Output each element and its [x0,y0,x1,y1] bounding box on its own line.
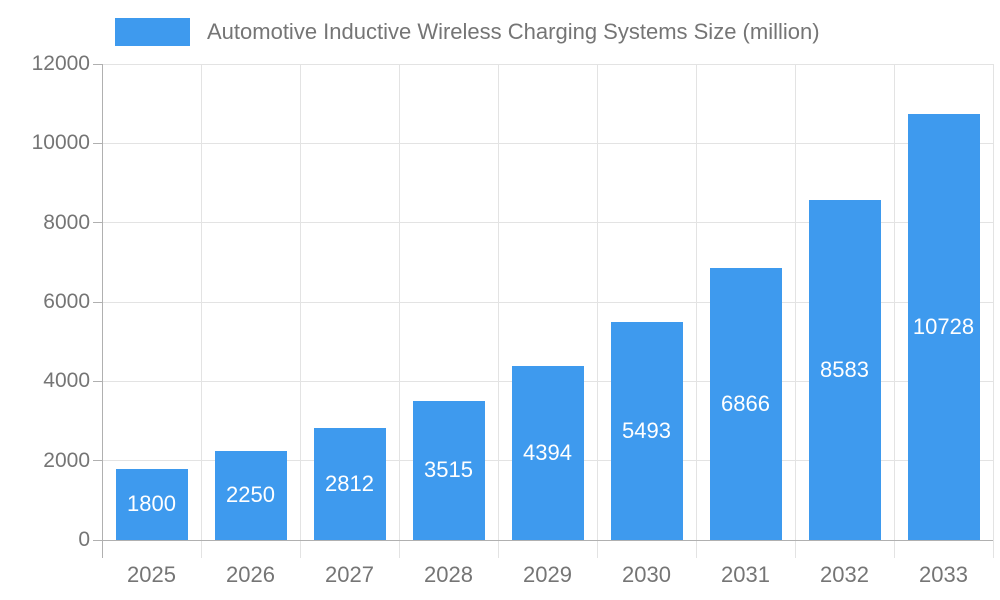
x-tick-label: 2032 [820,562,869,587]
y-axis-tick [93,539,102,541]
gridline-horizontal [102,301,993,303]
y-tick-label: 0 [78,528,90,551]
gridline-vertical [795,64,796,558]
y-axis-tick [93,460,102,462]
x-tick-label: 2033 [919,562,968,587]
y-tick-label: 12000 [31,52,90,75]
legend-item[interactable]: Automotive Inductive Wireless Charging S… [115,18,820,46]
bar-value-label: 4394 [523,439,572,465]
y-axis-tick [93,142,102,144]
y-axis-tick [93,222,102,224]
bar-value-label: 6866 [721,390,770,416]
legend-label: Automotive Inductive Wireless Charging S… [207,19,820,44]
bar[interactable]: 5493 [610,322,683,540]
gridline-vertical [399,64,400,558]
gridline-vertical [498,64,499,558]
bar[interactable]: 1800 [115,468,188,540]
x-tick-label: 2027 [325,562,374,587]
bar-value-label: 1800 [127,491,176,517]
bar-value-label: 2250 [226,482,275,508]
gridline-vertical [894,64,895,558]
gridline-vertical [993,64,994,558]
legend-swatch [115,18,190,46]
bar-value-label: 5493 [622,418,671,444]
gridline-vertical [201,64,202,558]
x-axis-line [102,539,993,541]
gridline-horizontal [102,142,993,144]
y-axis-tick [93,380,102,382]
bar[interactable]: 4394 [511,365,584,540]
gridline-horizontal [102,63,993,65]
x-tick-label: 2031 [721,562,770,587]
y-tick-label: 6000 [43,290,90,313]
gridline-horizontal [102,222,993,224]
y-tick-label: 10000 [31,131,90,155]
bar[interactable]: 6866 [709,267,782,540]
bar[interactable]: 10728 [907,114,980,540]
y-axis-tick [93,63,102,65]
y-axis-line [102,64,103,558]
y-tick-label: 2000 [43,448,90,472]
bar[interactable]: 2250 [214,450,287,540]
gridline-vertical [597,64,598,558]
y-tick-label: 8000 [43,210,90,234]
bar-value-label: 10728 [912,314,975,340]
x-tick-label: 2025 [127,562,176,587]
gridline-vertical [300,64,301,558]
x-tick-label: 2030 [622,562,671,587]
y-axis-tick [93,301,102,303]
bar-value-label: 8583 [820,356,869,382]
gridline-vertical [696,64,697,558]
bar[interactable]: 2812 [313,428,386,540]
bar-value-label: 2812 [325,471,374,497]
x-tick-label: 2028 [424,562,473,587]
x-tick-label: 2029 [523,562,572,587]
x-tick-label: 2026 [226,562,275,587]
bar-value-label: 3515 [424,457,473,483]
bar[interactable]: 8583 [808,199,881,540]
y-tick-label: 4000 [43,369,90,393]
bar[interactable]: 3515 [412,400,485,540]
